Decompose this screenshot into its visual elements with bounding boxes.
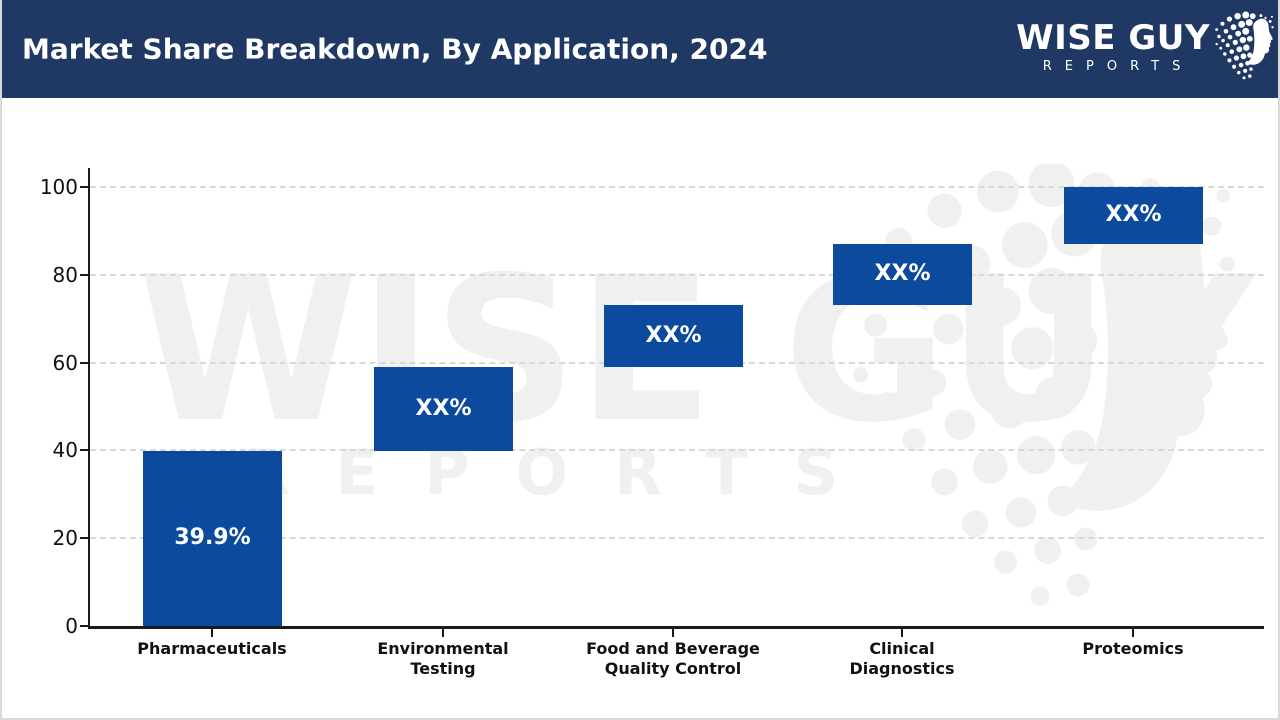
x-category-label: Food and Beverage Quality Control	[586, 639, 760, 678]
market-share-chart: WISE GUY REPORTS 0 20 40 60 80 100 39.9% XX% XX%…	[2, 98, 1278, 718]
logo-reports-text: REPORTS	[1042, 59, 1194, 75]
wiseguy-logo: WISE GUY REPORTS	[1016, 6, 1276, 88]
x-axis-line	[88, 626, 1264, 629]
x-category-label: Clinical Diagnostics	[849, 639, 955, 678]
y-axis-tickmark	[80, 361, 88, 364]
y-axis-tickmark	[80, 537, 88, 540]
bar-value-label: XX%	[415, 396, 472, 421]
bar-value-label: XX%	[645, 323, 702, 348]
y-axis-tick-label: 80	[52, 262, 78, 287]
bar-value-label: XX%	[874, 261, 931, 286]
x-axis-tickmark	[211, 629, 213, 637]
y-axis-tick-label: 40	[52, 438, 78, 463]
chart-bar	[604, 305, 743, 368]
x-axis-tickmark	[672, 629, 674, 637]
y-axis-tickmark	[80, 273, 88, 276]
y-axis-tick-label: 60	[52, 350, 78, 375]
y-axis-tickmark	[80, 186, 88, 188]
wiseguy-head-icon	[1212, 6, 1276, 88]
bar-value-label: XX%	[1105, 202, 1162, 227]
x-axis-tickmark	[901, 629, 903, 637]
x-category-label: Environmental Testing	[377, 639, 509, 678]
y-axis-tickmark	[80, 625, 88, 627]
wiseguy-logo-text: WISE GUY REPORTS	[1016, 17, 1210, 75]
gridline-20	[90, 537, 1264, 540]
logo-name-text: WISE GUY	[1016, 17, 1210, 58]
x-axis-tickmark	[442, 629, 444, 637]
gridline-40	[90, 449, 1264, 452]
gridline-80	[90, 273, 1264, 276]
page-title: Market Share Breakdown, By Application, …	[22, 32, 768, 66]
x-category-label: Pharmaceuticals	[137, 639, 287, 658]
x-category-label: Proteomics	[1082, 639, 1184, 658]
y-axis-tick-label: 100	[39, 175, 78, 199]
y-axis-line	[88, 168, 90, 629]
x-axis-tickmark	[1132, 629, 1134, 637]
header-bar: Market Share Breakdown, By Application, …	[2, 0, 1278, 98]
y-axis-tick-label: 20	[52, 526, 78, 551]
chart-bar	[143, 450, 282, 626]
chart-bar	[374, 367, 513, 451]
bar-value-label: 39.9%	[174, 525, 251, 550]
y-axis-tick-label: 0	[65, 614, 78, 638]
y-axis-tickmark	[80, 449, 88, 452]
gridline-100	[90, 186, 1264, 188]
